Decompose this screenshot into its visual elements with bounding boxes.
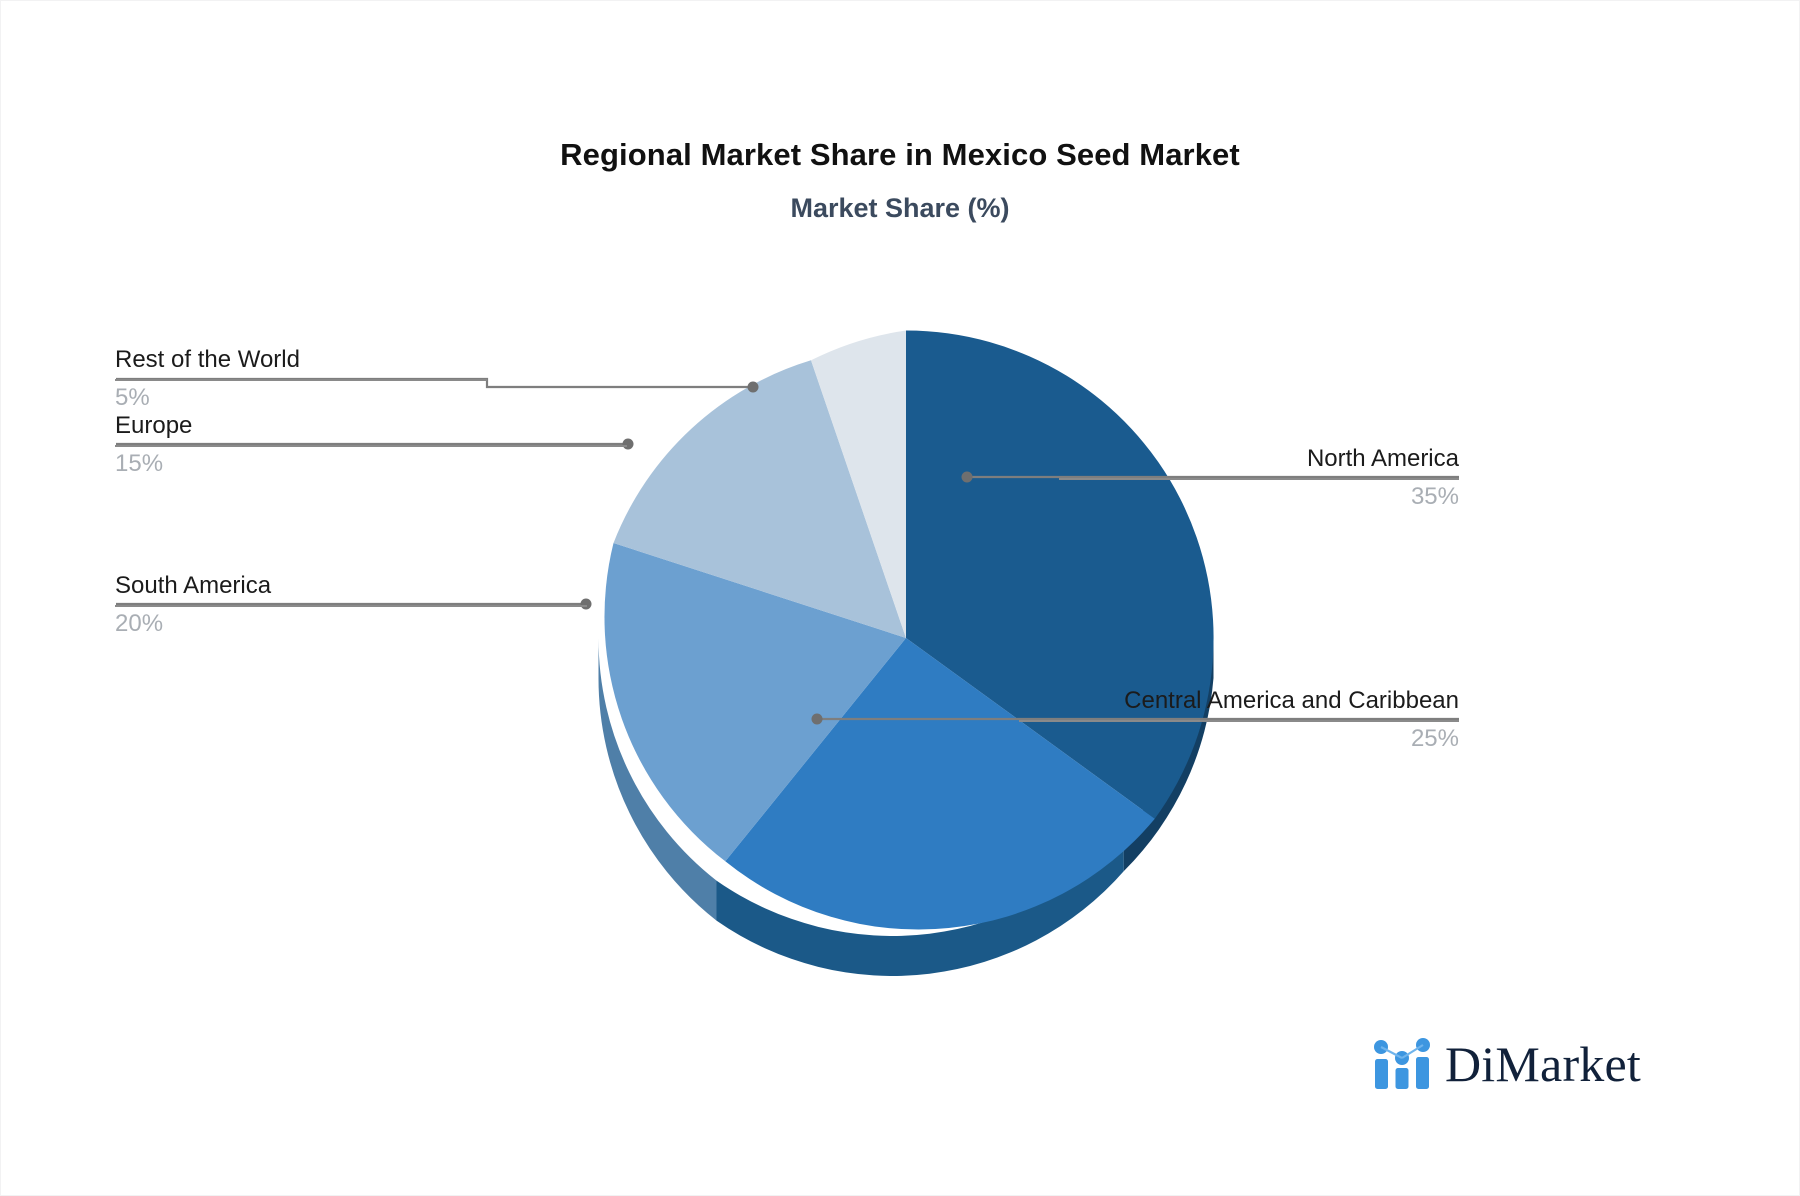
pie-slice-north-america[interactable] — [906, 330, 1214, 819]
callout-label-europe: Europe — [115, 412, 193, 439]
callout-value-south-america: 20% — [115, 610, 164, 637]
callout-rule-north-america — [1059, 478, 1459, 480]
callout-value-north-america: 35% — [1410, 483, 1459, 510]
callout-south-america[interactable]: South America 20% — [115, 571, 587, 639]
callout-label-north-america: North America — [1306, 445, 1459, 472]
pie-slice-rest-of-the-world[interactable] — [811, 330, 906, 639]
callout-north-america[interactable]: North America 35% — [1059, 444, 1459, 512]
brand-name: DiMarket — [1445, 1036, 1641, 1092]
pie-side-central-america — [716, 831, 1124, 976]
callout-value-europe: 15% — [115, 450, 164, 477]
chart-subtitle: Market Share (%) — [790, 193, 1010, 223]
callout-rest-of-the-world[interactable]: Rest of the World 5% — [115, 345, 487, 413]
callout-label-south-america: South America — [115, 572, 272, 599]
pie-slice-south-america[interactable] — [604, 543, 906, 862]
brand-logo: DiMarket — [1373, 1037, 1641, 1091]
callout-label-rest-of-the-world: Rest of the World — [115, 346, 300, 373]
callout-rule-europe — [115, 445, 627, 447]
leader-dot-north-america — [961, 471, 973, 483]
callout-rule-rest-of-the-world — [115, 379, 487, 381]
callout-rule-south-america — [115, 605, 587, 607]
callout-central-america-and-caribbean[interactable]: Central America and Caribbean 25% — [1019, 686, 1459, 754]
callout-europe[interactable]: Europe 15% — [115, 411, 627, 479]
page-title: Regional Market Share in Mexico Seed Mar… — [560, 137, 1240, 172]
bar-chart-icon — [1374, 1038, 1430, 1089]
callout-value-central-america-and-caribbean: 25% — [1410, 725, 1459, 752]
pie-side-south-america — [598, 638, 717, 921]
callout-rule-central-america-and-caribbean — [1019, 720, 1459, 722]
pie-slice-europe[interactable] — [613, 360, 907, 638]
pie-slices — [604, 330, 1214, 930]
leader-dot-central-america-and-caribbean — [811, 713, 823, 725]
callout-value-rest-of-the-world: 5% — [115, 384, 150, 411]
leader-dot-rest-of-the-world — [747, 381, 759, 393]
pie-slice-central-america-and-caribbean[interactable] — [725, 638, 1155, 930]
callout-label-central-america-and-caribbean: Central America and Caribbean — [1124, 687, 1459, 714]
